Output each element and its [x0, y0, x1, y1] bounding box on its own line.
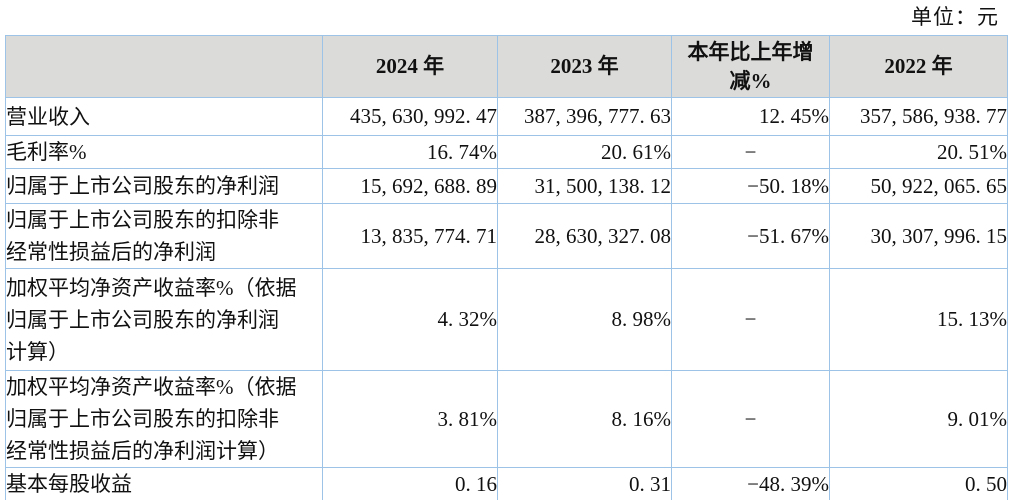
cell-2024: 16. 74%	[322, 135, 498, 169]
header-year-2022: 2022 年	[829, 35, 1008, 98]
table-row: 归属于上市公司股东的净利润 15, 692, 688. 89 31, 500, …	[5, 168, 1008, 204]
cell-2024: 13, 835, 774. 71	[322, 203, 498, 269]
cell-2022: 15. 13%	[829, 268, 1008, 371]
row-label: 营业收入	[5, 97, 323, 136]
cell-change: −48. 39%	[671, 467, 830, 500]
cell-change: −51. 67%	[671, 203, 830, 269]
cell-change: −50. 18%	[671, 168, 830, 204]
row-label: 基本每股收益	[5, 467, 323, 500]
table-row: 基本每股收益 0. 16 0. 31 −48. 39% 0. 50	[5, 467, 1008, 500]
table-header-row: 2024 年 2023 年 本年比上年增 减% 2022 年	[5, 35, 1008, 98]
cell-2024: 15, 692, 688. 89	[322, 168, 498, 204]
cell-2023: 387, 396, 777. 63	[497, 97, 672, 136]
cell-change: 12. 45%	[671, 97, 830, 136]
cell-2023: 28, 630, 327. 08	[497, 203, 672, 269]
header-year-2024: 2024 年	[322, 35, 498, 98]
header-yoy-change: 本年比上年增 减%	[671, 35, 830, 98]
cell-2023: 8. 16%	[497, 370, 672, 468]
cell-2024: 4. 32%	[322, 268, 498, 371]
header-indicator	[5, 35, 323, 98]
cell-2022: 357, 586, 938. 77	[829, 97, 1008, 136]
cell-change: −	[671, 268, 830, 371]
table-row: 毛利率% 16. 74% 20. 61% − 20. 51%	[5, 135, 1008, 169]
cell-2022: 0. 50	[829, 467, 1008, 500]
cell-2023: 0. 31	[497, 467, 672, 500]
cell-2023: 20. 61%	[497, 135, 672, 169]
cell-2022: 50, 922, 065. 65	[829, 168, 1008, 204]
row-label: 归属于上市公司股东的扣除非 经常性损益后的净利润	[5, 203, 323, 269]
table-row: 归属于上市公司股东的扣除非 经常性损益后的净利润 13, 835, 774. 7…	[5, 203, 1008, 269]
cell-2024: 3. 81%	[322, 370, 498, 468]
header-year-2023: 2023 年	[497, 35, 672, 98]
row-label: 归属于上市公司股东的净利润	[5, 168, 323, 204]
cell-2022: 30, 307, 996. 15	[829, 203, 1008, 269]
table-row: 加权平均净资产收益率%（依据 归属于上市公司股东的扣除非 经常性损益后的净利润计…	[5, 370, 1008, 468]
row-label: 加权平均净资产收益率%（依据 归属于上市公司股东的净利润 计算）	[5, 268, 323, 371]
cell-2022: 20. 51%	[829, 135, 1008, 169]
table-row: 加权平均净资产收益率%（依据 归属于上市公司股东的净利润 计算） 4. 32% …	[5, 268, 1008, 371]
cell-2023: 31, 500, 138. 12	[497, 168, 672, 204]
cell-2024: 0. 16	[322, 467, 498, 500]
cell-change: −	[671, 135, 830, 169]
cell-2022: 9. 01%	[829, 370, 1008, 468]
unit-label: 单位：元	[911, 5, 999, 29]
financial-summary-table: 2024 年 2023 年 本年比上年增 减% 2022 年 营业收入 435,…	[5, 35, 1008, 500]
row-label: 毛利率%	[5, 135, 323, 169]
cell-2023: 8. 98%	[497, 268, 672, 371]
row-label: 加权平均净资产收益率%（依据 归属于上市公司股东的扣除非 经常性损益后的净利润计…	[5, 370, 323, 468]
cell-change: −	[671, 370, 830, 468]
table-row: 营业收入 435, 630, 992. 47 387, 396, 777. 63…	[5, 97, 1008, 136]
cell-2024: 435, 630, 992. 47	[322, 97, 498, 136]
